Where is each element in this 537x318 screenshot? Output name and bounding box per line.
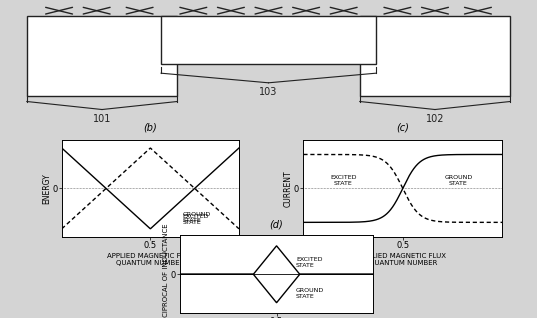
Text: 102: 102 — [426, 114, 444, 123]
X-axis label: APPLIED MAGNETIC FLUX
QUANTUM NUMBER: APPLIED MAGNETIC FLUX QUANTUM NUMBER — [359, 253, 446, 266]
Text: (d): (d) — [270, 219, 284, 230]
Polygon shape — [27, 16, 177, 96]
Text: (c): (c) — [396, 122, 409, 132]
Text: 103: 103 — [259, 87, 278, 97]
Text: (b): (b) — [143, 122, 157, 132]
X-axis label: APPLIED MAGNETIC FLUX
QUANTUM NUMBER: APPLIED MAGNETIC FLUX QUANTUM NUMBER — [107, 253, 194, 266]
Y-axis label: ENERGY: ENERGY — [42, 173, 51, 204]
Text: GROUND
STATE: GROUND STATE — [444, 175, 473, 186]
Y-axis label: CURRENT: CURRENT — [284, 170, 293, 207]
Text: EXCITED
STATE: EXCITED STATE — [330, 175, 357, 186]
Text: GROUND
STATE: GROUND STATE — [296, 288, 324, 299]
Text: EXCITED
STATE: EXCITED STATE — [182, 214, 209, 225]
Y-axis label: RECIPROCAL OF INDUCTANCE: RECIPROCAL OF INDUCTANCE — [163, 223, 169, 318]
Polygon shape — [161, 16, 376, 64]
Text: EXCITED
STATE: EXCITED STATE — [296, 257, 322, 268]
Polygon shape — [360, 16, 510, 96]
Text: GROUND
STATE: GROUND STATE — [182, 212, 211, 223]
Text: 101: 101 — [93, 114, 111, 123]
